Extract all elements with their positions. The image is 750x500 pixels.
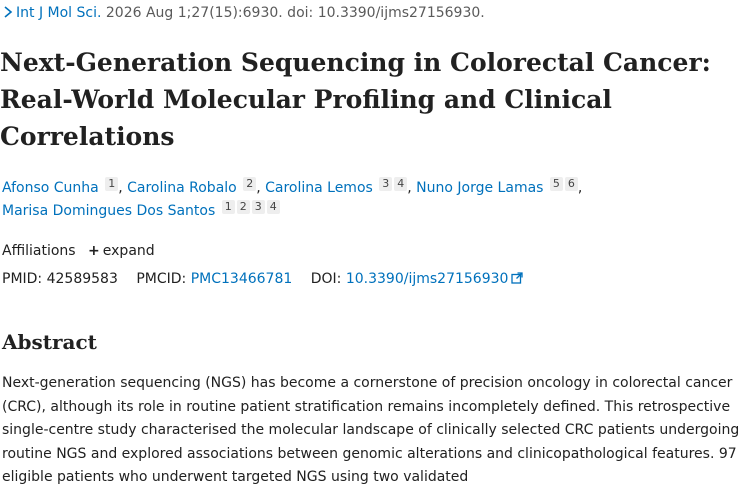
affiliation-ref[interactable]: 2 xyxy=(236,200,250,214)
plus-icon: + xyxy=(88,243,100,259)
chevron-right-icon[interactable] xyxy=(3,6,13,18)
expand-label: expand xyxy=(102,243,155,259)
affiliations-label: Affiliations xyxy=(2,243,76,259)
citation-line: Int J Mol Sci. 2026 Aug 1;27(15):6930. d… xyxy=(3,5,485,21)
affiliation-ref[interactable]: 5 xyxy=(549,177,563,191)
affiliation-ref[interactable]: 3 xyxy=(251,200,265,214)
pmcid-label: PMCID: xyxy=(136,271,187,287)
affiliation-ref[interactable]: 1 xyxy=(105,177,119,191)
author-item: Carolina Robalo 2 xyxy=(127,177,257,196)
affiliations-toggle[interactable]: Affiliations + expand xyxy=(2,243,155,259)
affiliation-ref[interactable]: 4 xyxy=(394,177,408,191)
doi-label: DOI: xyxy=(310,271,342,287)
affiliation-ref[interactable]: 2 xyxy=(243,177,257,191)
doi-link[interactable]: 10.3390/ijms27156930 xyxy=(345,271,509,287)
author-link[interactable]: Nuno Jorge Lamas xyxy=(416,180,544,196)
external-link-icon[interactable] xyxy=(511,272,524,284)
pmid-label: PMID: xyxy=(2,271,43,287)
affiliation-ref[interactable]: 4 xyxy=(266,200,280,214)
author-list: Afonso Cunha 1, Carolina Robalo 2, Carol… xyxy=(2,177,583,219)
article-title: Next-Generation Sequencing in Colorectal… xyxy=(0,48,711,151)
pmcid-link[interactable]: PMC13466781 xyxy=(190,271,293,287)
affiliation-ref[interactable]: 6 xyxy=(564,177,578,191)
pmid-value: 42589583 xyxy=(46,271,118,287)
abstract-text: Next-generation sequencing (NGS) has bec… xyxy=(2,375,740,485)
affiliation-ref[interactable]: 3 xyxy=(379,177,393,191)
author-link[interactable]: Carolina Lemos xyxy=(265,180,373,196)
identifiers-row: PMID: 42589583 PMCID: PMC13466781 DOI: 1… xyxy=(2,271,524,287)
author-link[interactable]: Marisa Domingues Dos Santos xyxy=(2,203,216,219)
author-link[interactable]: Carolina Robalo xyxy=(127,180,237,196)
author-link[interactable]: Afonso Cunha xyxy=(2,180,99,196)
author-item: Afonso Cunha 1 xyxy=(2,177,119,196)
affiliation-ref[interactable]: 1 xyxy=(221,200,235,214)
abstract-heading: Abstract xyxy=(2,330,97,354)
citation-details: 2026 Aug 1;27(15):6930. doi: 10.3390/ijm… xyxy=(105,5,485,21)
journal-link[interactable]: Int J Mol Sci. xyxy=(16,5,102,21)
